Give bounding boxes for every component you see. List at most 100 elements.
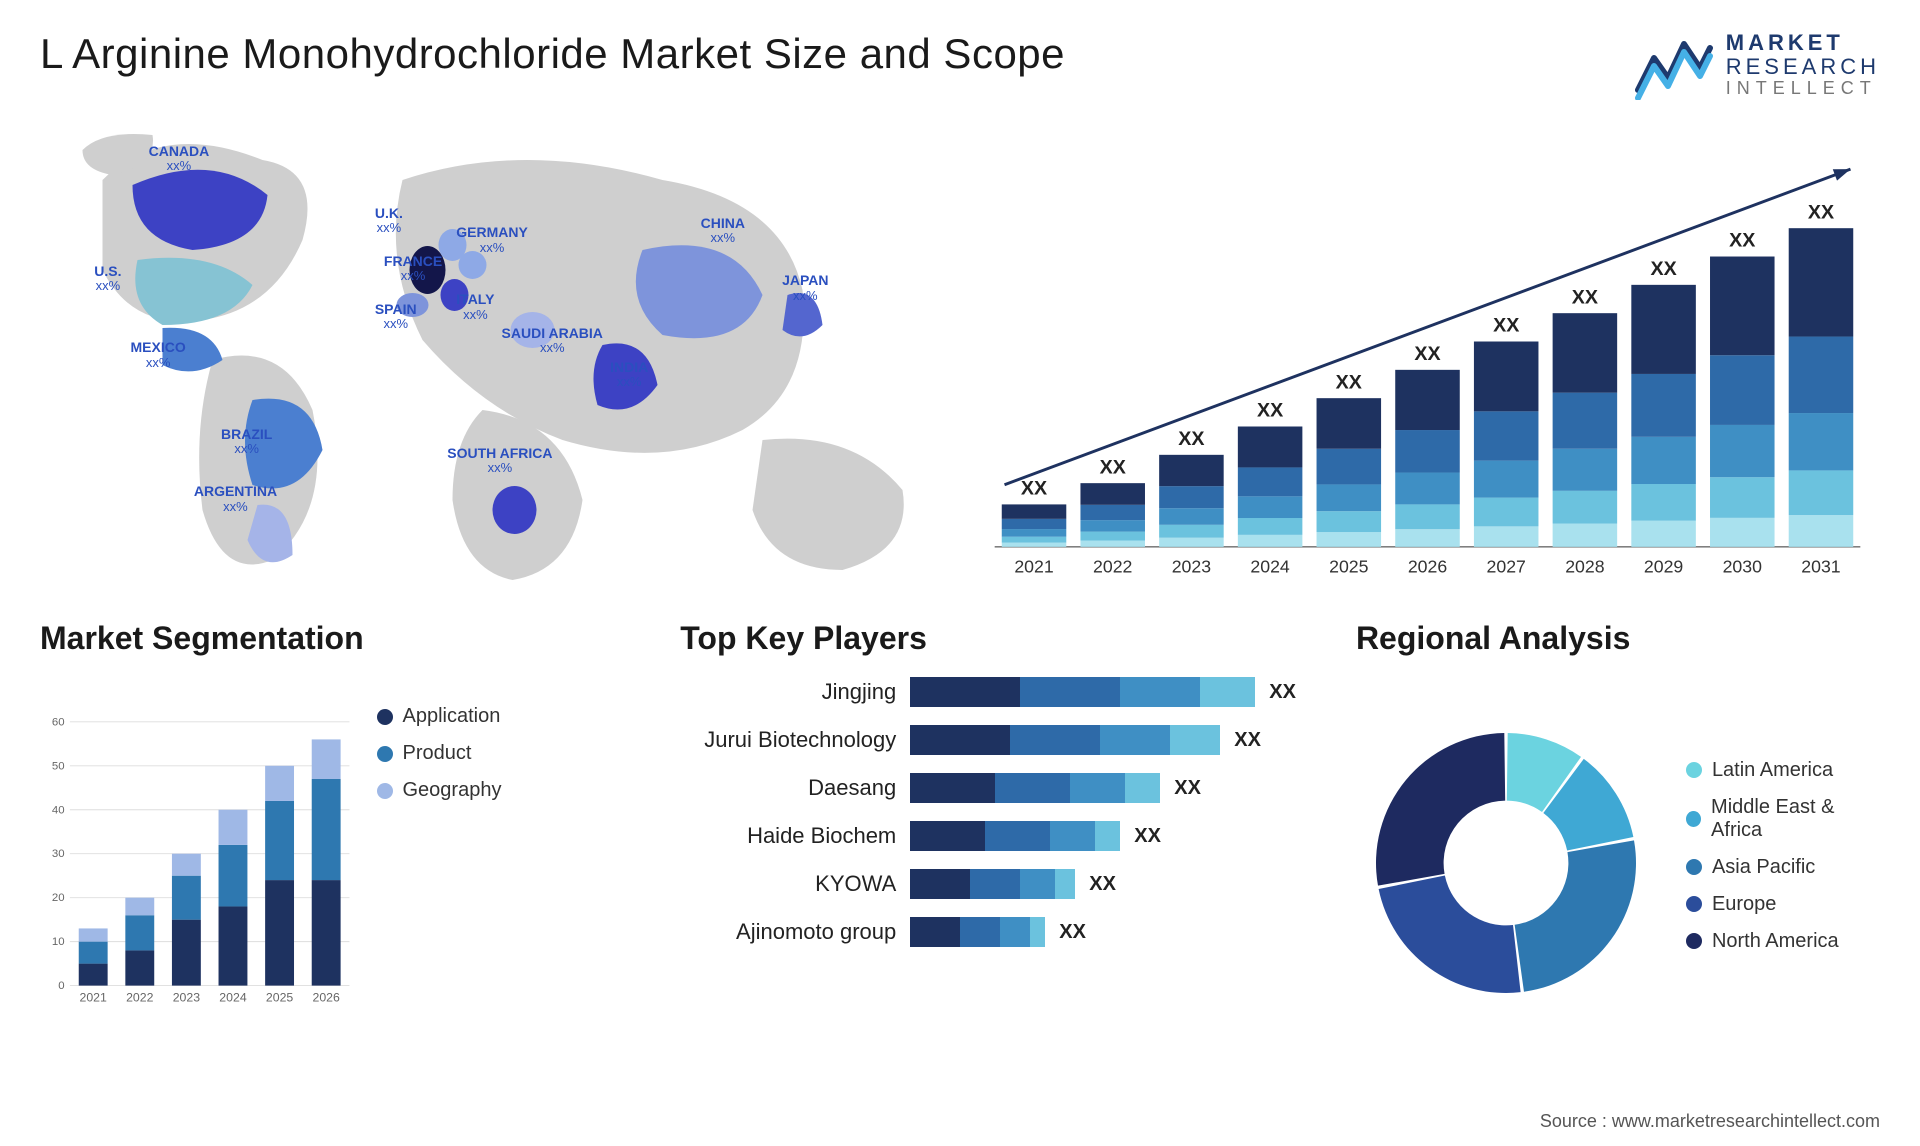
svg-text:2030: 2030 bbox=[1723, 556, 1763, 576]
bottom-row: Market Segmentation 01020304050602021202… bbox=[40, 620, 1880, 1050]
svg-text:XX: XX bbox=[1100, 456, 1126, 478]
players-panel: Top Key Players JingjingXXJurui Biotechn… bbox=[680, 620, 1316, 1050]
map-label-france: FRANCExx% bbox=[384, 254, 442, 284]
player-bar bbox=[910, 773, 1160, 803]
player-name: Jurui Biotechnology bbox=[680, 727, 910, 753]
svg-text:20: 20 bbox=[52, 892, 65, 904]
svg-text:2026: 2026 bbox=[1408, 556, 1448, 576]
svg-text:2026: 2026 bbox=[312, 990, 340, 1004]
player-row: Jingjing XX bbox=[680, 675, 1296, 709]
map-label-u-s-: U.S.xx% bbox=[94, 264, 121, 294]
svg-text:2027: 2027 bbox=[1487, 556, 1526, 576]
map-label-mexico: MEXICOxx% bbox=[131, 340, 186, 370]
svg-text:10: 10 bbox=[52, 936, 65, 948]
svg-text:50: 50 bbox=[52, 760, 65, 772]
regional-donut-chart bbox=[1356, 713, 1656, 1013]
player-value: XX bbox=[1174, 777, 1201, 800]
player-name: Daesang bbox=[680, 775, 910, 801]
player-value: XX bbox=[1059, 921, 1086, 944]
top-row: CANADAxx% U.S.xx% MEXICOxx% BRAZILxx% ARGENT… bbox=[40, 110, 1880, 590]
regional-legend-item: Latin America bbox=[1686, 759, 1880, 782]
logo-text: MARKET RESEARCH INTELLECT bbox=[1726, 31, 1880, 99]
svg-text:2022: 2022 bbox=[126, 990, 154, 1004]
svg-text:0: 0 bbox=[58, 980, 64, 992]
svg-text:XX: XX bbox=[1729, 230, 1755, 252]
svg-text:XX: XX bbox=[1257, 400, 1283, 422]
player-name: Ajinomoto group bbox=[680, 919, 910, 945]
player-value: XX bbox=[1269, 681, 1296, 704]
svg-text:XX: XX bbox=[1178, 428, 1204, 450]
regional-panel: Regional Analysis Latin America Middle Ea… bbox=[1356, 620, 1880, 1050]
map-label-u-k-: U.K.xx% bbox=[375, 206, 403, 236]
segmentation-bar-chart: 0102030405060202120222023202420252026 bbox=[40, 675, 357, 1050]
map-label-canada: CANADAxx% bbox=[149, 144, 210, 174]
svg-text:XX: XX bbox=[1021, 478, 1047, 500]
svg-text:XX: XX bbox=[1336, 371, 1362, 393]
segmentation-title: Market Segmentation bbox=[40, 620, 640, 657]
map-label-argentina: ARGENTINAxx% bbox=[194, 484, 277, 514]
svg-text:2025: 2025 bbox=[1329, 556, 1369, 576]
svg-text:2022: 2022 bbox=[1093, 556, 1132, 576]
player-name: Haide Biochem bbox=[680, 823, 910, 849]
segmentation-legend-item: Application bbox=[377, 705, 641, 728]
map-label-china: CHINAxx% bbox=[701, 216, 745, 246]
players-chart: Jingjing XX Jurui Biotechnology XX Daesang XX… bbox=[680, 675, 1316, 1050]
regional-legend-item: Europe bbox=[1686, 893, 1880, 916]
segmentation-legend-item: Geography bbox=[377, 779, 641, 802]
player-bar bbox=[910, 917, 1045, 947]
player-name: KYOWA bbox=[680, 871, 910, 897]
map-label-italy: ITALYxx% bbox=[456, 292, 494, 322]
svg-text:2029: 2029 bbox=[1644, 556, 1683, 576]
regional-title: Regional Analysis bbox=[1356, 620, 1880, 657]
forecast-bar-chart: XX2021XX2022XX2023XX2024XX2025XX2026XX20… bbox=[975, 130, 1880, 590]
world-map-panel: CANADAxx% U.S.xx% MEXICOxx% BRAZILxx% ARGENT… bbox=[40, 110, 945, 590]
svg-text:2024: 2024 bbox=[219, 990, 247, 1004]
regional-legend: Latin America Middle East & Africa Asia Pa… bbox=[1686, 759, 1880, 967]
source-attribution: Source : www.marketresearchintellect.com bbox=[1540, 1111, 1880, 1132]
player-value: XX bbox=[1134, 825, 1161, 848]
map-label-spain: SPAINxx% bbox=[375, 302, 417, 332]
segmentation-panel: Market Segmentation 01020304050602021202… bbox=[40, 620, 640, 1050]
forecast-chart-panel: XX2021XX2022XX2023XX2024XX2025XX2026XX20… bbox=[975, 110, 1880, 590]
svg-text:XX: XX bbox=[1808, 201, 1834, 223]
player-value: XX bbox=[1089, 873, 1116, 896]
svg-text:40: 40 bbox=[52, 804, 65, 816]
regional-legend-item: Middle East & Africa bbox=[1686, 796, 1880, 842]
svg-text:2021: 2021 bbox=[1014, 556, 1053, 576]
map-label-south-africa: SOUTH AFRICAxx% bbox=[447, 446, 552, 476]
player-name: Jingjing bbox=[680, 679, 910, 705]
segmentation-legend: Application Product Geography bbox=[377, 675, 641, 1050]
svg-text:2028: 2028 bbox=[1565, 556, 1605, 576]
player-row: Jurui Biotechnology XX bbox=[680, 723, 1296, 757]
svg-text:2031: 2031 bbox=[1801, 556, 1840, 576]
map-label-india: INDIAxx% bbox=[610, 360, 648, 390]
svg-text:30: 30 bbox=[52, 848, 65, 860]
brand-logo: MARKET RESEARCH INTELLECT bbox=[1634, 30, 1880, 100]
svg-text:2023: 2023 bbox=[1172, 556, 1212, 576]
player-bar bbox=[910, 677, 1255, 707]
svg-text:XX: XX bbox=[1493, 315, 1519, 337]
player-bar bbox=[910, 725, 1220, 755]
map-label-brazil: BRAZILxx% bbox=[221, 427, 272, 457]
regional-legend-item: Asia Pacific bbox=[1686, 856, 1880, 879]
player-row: Ajinomoto group XX bbox=[680, 915, 1296, 949]
player-bar bbox=[910, 821, 1120, 851]
regional-legend-item: North America bbox=[1686, 930, 1880, 953]
svg-text:2021: 2021 bbox=[80, 990, 108, 1004]
svg-text:XX: XX bbox=[1650, 258, 1676, 280]
player-row: Haide Biochem XX bbox=[680, 819, 1296, 853]
svg-text:2023: 2023 bbox=[173, 990, 201, 1004]
svg-text:XX: XX bbox=[1414, 343, 1440, 365]
logo-mark-icon bbox=[1634, 30, 1714, 100]
player-row: Daesang XX bbox=[680, 771, 1296, 805]
map-label-germany: GERMANYxx% bbox=[456, 225, 528, 255]
page-title: L Arginine Monohydrochloride Market Size… bbox=[40, 30, 1065, 78]
player-value: XX bbox=[1234, 729, 1261, 752]
map-label-japan: JAPANxx% bbox=[782, 273, 828, 303]
map-label-saudi-arabia: SAUDI ARABIAxx% bbox=[502, 326, 603, 356]
svg-text:XX: XX bbox=[1572, 286, 1598, 308]
segmentation-legend-item: Product bbox=[377, 742, 641, 765]
players-title: Top Key Players bbox=[680, 620, 1316, 657]
player-row: KYOWA XX bbox=[680, 867, 1296, 901]
header: L Arginine Monohydrochloride Market Size… bbox=[40, 30, 1880, 100]
